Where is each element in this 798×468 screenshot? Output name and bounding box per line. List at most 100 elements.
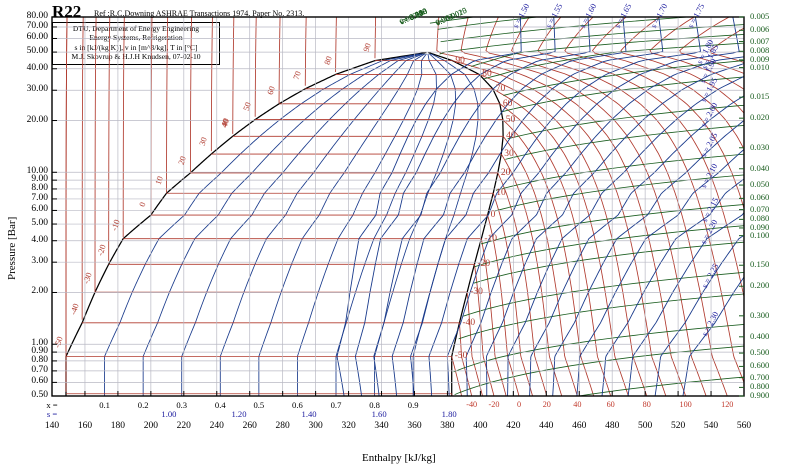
- y-tick-40.00: 40.00: [26, 62, 48, 73]
- isotherm-right--30: -30: [470, 287, 483, 298]
- y-tick-0.50: 0.50: [31, 390, 48, 400]
- y-tick-0.70: 0.70: [31, 364, 48, 375]
- isotherm-right-30: 30: [504, 149, 514, 160]
- reference-text: Ref :R.C.Downing ASHRAE Transactions 197…: [94, 9, 305, 18]
- right-tick-0.020: 0.020: [750, 112, 770, 123]
- temp-label--40: -40: [466, 400, 478, 409]
- quality-label-0.3: 0.3: [176, 400, 188, 410]
- x-axis-title: Enthalpy [kJ/kg]: [362, 452, 436, 464]
- info-line-4: M.J. Skovrup & H.J.H Knudsen, 07-02-10: [71, 52, 201, 62]
- isotherm-right-10: 10: [496, 188, 506, 199]
- right-tick-0.040: 0.040: [750, 162, 770, 173]
- y-tick-60.00: 60.00: [26, 32, 48, 43]
- right-tick-0.010: 0.010: [750, 61, 770, 72]
- entropy-label-1.20: 1.20: [231, 409, 247, 419]
- temp-label-60: 60: [606, 400, 615, 409]
- y-tick-3.00: 3.00: [31, 256, 48, 267]
- x-tick-460: 460: [572, 421, 587, 431]
- y-tick-8.00: 8.00: [31, 182, 48, 193]
- isotherm-right-20: 20: [500, 167, 511, 178]
- x-tick-280: 280: [275, 421, 290, 431]
- isotherm-right-40: 40: [506, 131, 516, 142]
- quality-label-0.5: 0.5: [253, 400, 265, 410]
- isotherm-right--10: -10: [484, 233, 498, 244]
- quality-label-0.1: 0.1: [99, 400, 110, 410]
- right-tick-0.600: 0.600: [750, 360, 770, 371]
- quality-prefix: x =: [46, 400, 58, 410]
- right-tick-0.900: 0.900: [750, 390, 770, 400]
- isotherm-right-0: 0: [490, 210, 496, 221]
- right-tick-0.006: 0.006: [750, 24, 770, 35]
- x-tick-540: 540: [703, 421, 719, 431]
- x-tick-340: 340: [374, 421, 389, 431]
- x-tick-380: 380: [440, 421, 455, 431]
- isotherm-right--40: -40: [462, 317, 476, 328]
- y-tick-80.00: 80.00: [26, 11, 48, 21]
- x-tick-480: 480: [605, 421, 620, 431]
- right-tick-0.005: 0.005: [750, 11, 770, 21]
- y-tick-6.00: 6.00: [31, 204, 48, 215]
- y-tick-20.00: 20.00: [26, 114, 48, 125]
- right-tick-0.400: 0.400: [750, 330, 770, 341]
- x-tick-520: 520: [670, 421, 686, 431]
- x-tick-420: 420: [506, 421, 521, 431]
- isotherm-right--20: -20: [477, 259, 491, 270]
- quality-label-0.9: 0.9: [407, 400, 419, 410]
- y-tick-70.00: 70.00: [26, 20, 48, 31]
- info-line-1: DTU, Department of Energy Engineering: [72, 24, 200, 33]
- isotherm-right-70: 70: [495, 83, 506, 94]
- x-tick-440: 440: [539, 421, 554, 431]
- right-tick-0.080: 0.080: [750, 213, 770, 224]
- right-tick-0.200: 0.200: [750, 280, 770, 291]
- quality-label-0.2: 0.2: [137, 400, 149, 410]
- right-tick-0.100: 0.100: [750, 229, 770, 240]
- right-tick-0.500: 0.500: [750, 347, 770, 358]
- x-tick-240: 240: [209, 421, 224, 431]
- right-tick-0.300: 0.300: [750, 309, 770, 320]
- isotherm-right--50: -50: [454, 351, 468, 362]
- y-tick-30.00: 30.00: [26, 84, 48, 95]
- y-tick-50.00: 50.00: [26, 46, 48, 57]
- right-tick-0.015: 0.015: [750, 91, 770, 102]
- y-tick-0.80: 0.80: [31, 354, 48, 365]
- page-title: R22: [52, 2, 82, 21]
- y-tick-2.00: 2.00: [31, 286, 48, 297]
- x-tick-500: 500: [638, 421, 653, 431]
- temp-label-120: 120: [721, 400, 734, 409]
- temp-label-40: 40: [573, 400, 582, 409]
- x-tick-300: 300: [308, 421, 323, 431]
- quality-label-0.6: 0.6: [292, 400, 303, 410]
- x-tick-180: 180: [110, 421, 126, 431]
- right-tick-0.060: 0.060: [750, 192, 770, 203]
- x-tick-320: 320: [341, 421, 356, 431]
- right-tick-0.050: 0.050: [750, 179, 770, 190]
- quality-label-0.7: 0.7: [330, 400, 342, 410]
- right-tick-0.007: 0.007: [750, 35, 770, 46]
- x-tick-220: 220: [176, 421, 191, 431]
- y-tick-9.00: 9.00: [31, 174, 48, 185]
- right-tick-0.800: 0.800: [750, 381, 770, 392]
- isotherm-right-60: 60: [502, 98, 513, 109]
- y-tick-7.00: 7.00: [31, 192, 48, 203]
- right-tick-0.009: 0.009: [750, 53, 770, 64]
- y-tick-4.00: 4.00: [31, 234, 48, 245]
- y-tick-10.00: 10.00: [26, 166, 48, 177]
- isotherm-right-50: 50: [505, 114, 516, 125]
- x-tick-140: 140: [44, 421, 60, 431]
- temp-label-100: 100: [679, 400, 692, 409]
- temp-label-20: 20: [542, 400, 551, 409]
- entropy-label-1.00: 1.00: [161, 409, 177, 419]
- temp-label-80: 80: [642, 400, 651, 409]
- temp-label--20: -20: [488, 400, 500, 409]
- y-tick-0.60: 0.60: [31, 376, 48, 387]
- entropy-prefix: s =: [46, 409, 58, 419]
- info-line-2: Energy Systems, Refrigeration: [89, 33, 183, 43]
- x-tick-560: 560: [736, 421, 752, 431]
- right-tick-0.150: 0.150: [750, 259, 770, 270]
- y-tick-1.00: 1.00: [31, 338, 48, 349]
- entropy-label-1.40: 1.40: [301, 409, 317, 419]
- x-tick-400: 400: [473, 421, 488, 431]
- x-tick-200: 200: [143, 421, 158, 431]
